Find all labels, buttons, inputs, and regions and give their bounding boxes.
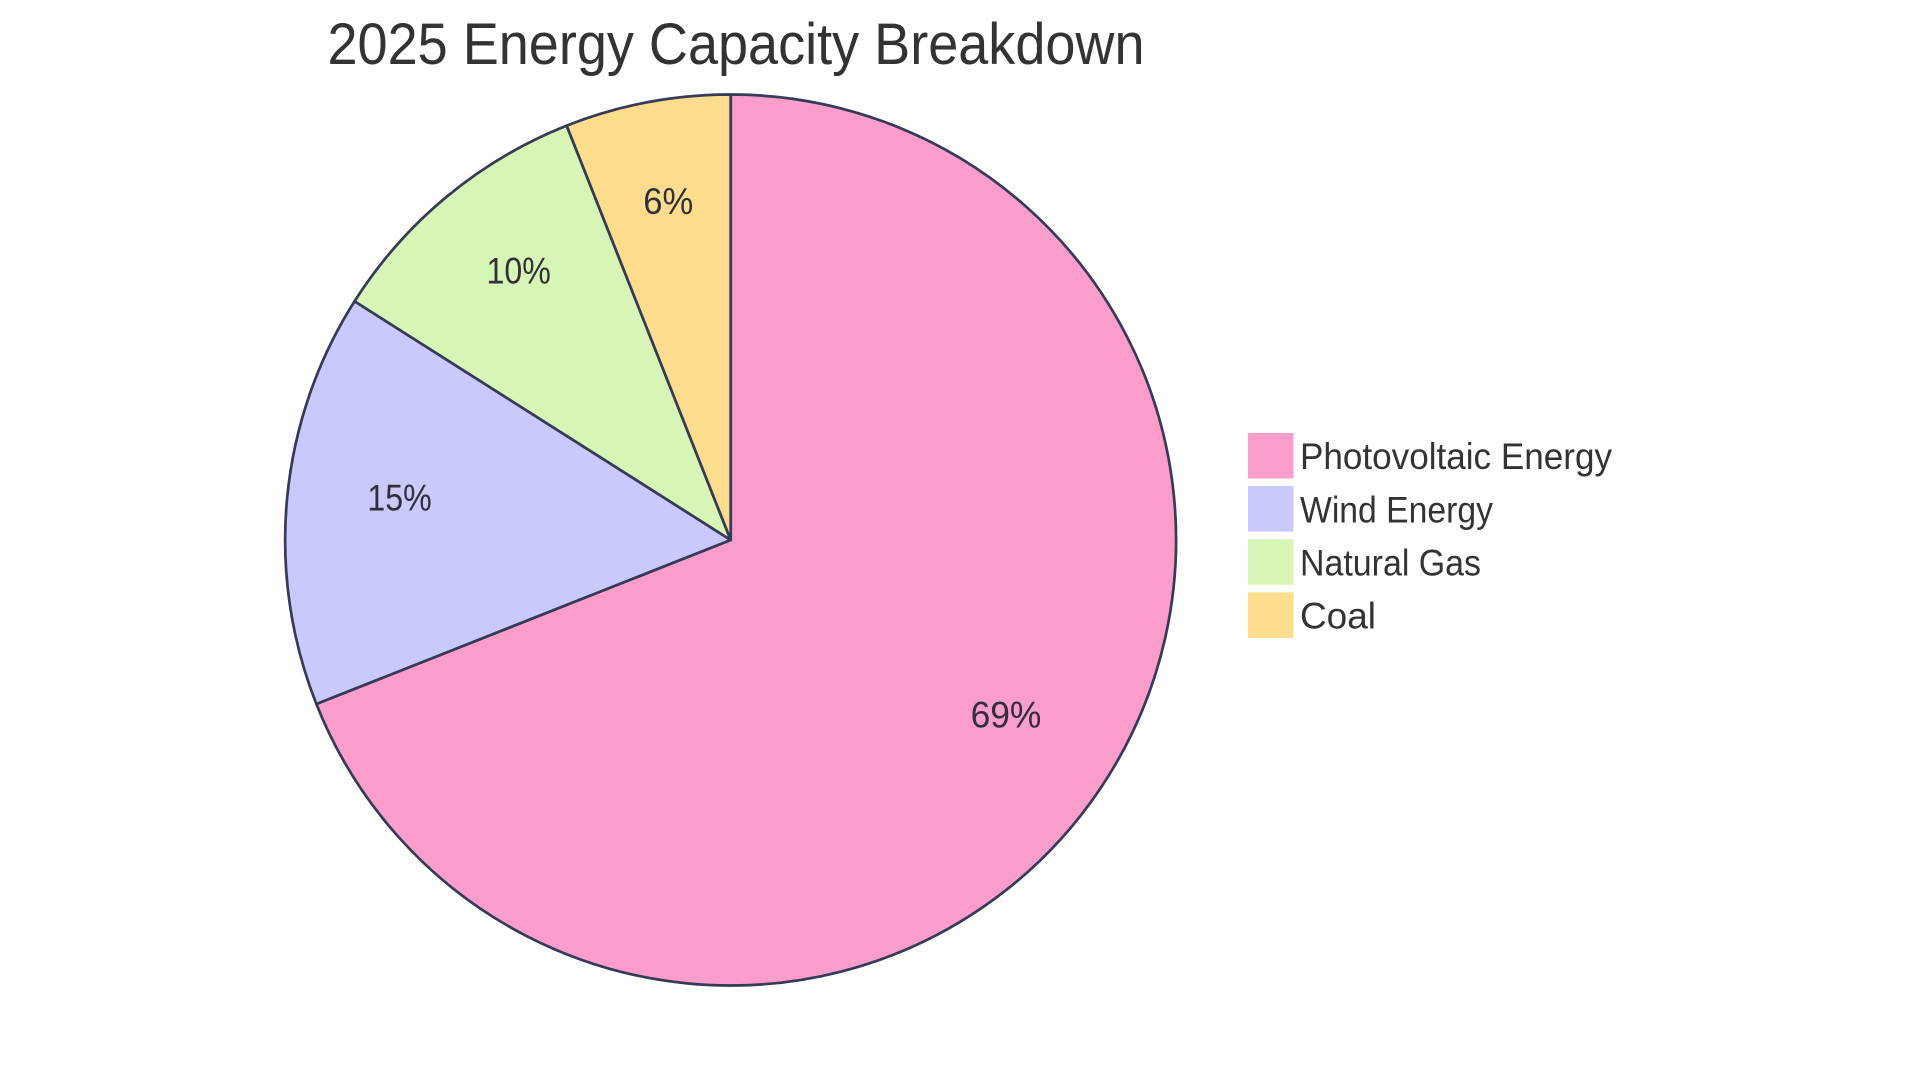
svg-text:69%: 69% (971, 695, 1042, 736)
svg-text:6%: 6% (643, 181, 693, 222)
svg-text:10%: 10% (487, 251, 551, 292)
svg-text:Photovoltaic Energy: Photovoltaic Energy (1300, 436, 1612, 477)
svg-text:2025 Energy Capacity Breakdown: 2025 Energy Capacity Breakdown (328, 12, 1145, 77)
svg-text:Natural Gas: Natural Gas (1300, 543, 1481, 584)
svg-text:Coal: Coal (1300, 596, 1376, 637)
svg-text:15%: 15% (367, 478, 431, 519)
svg-text:Wind Energy: Wind Energy (1300, 489, 1493, 530)
